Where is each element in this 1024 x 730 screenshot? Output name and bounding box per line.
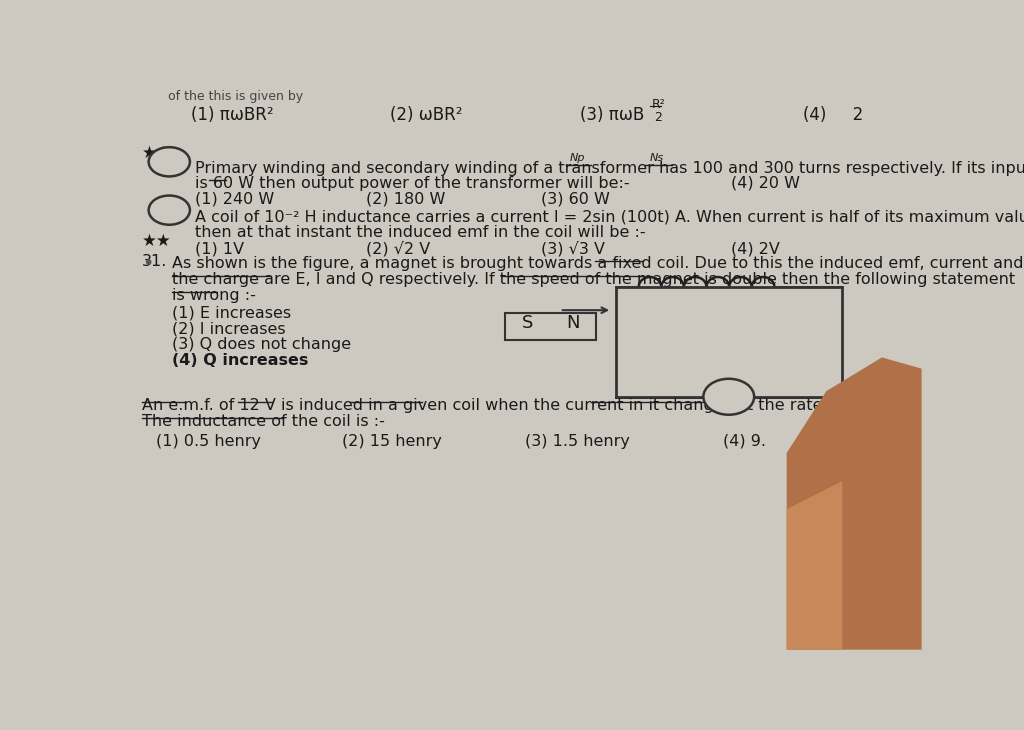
Text: N: N [566, 314, 581, 332]
Text: S: S [522, 314, 534, 332]
Text: Np: Np [569, 153, 585, 164]
Text: 29: 29 [160, 153, 179, 166]
Text: (3) Q does not change: (3) Q does not change [172, 337, 351, 352]
Text: 2: 2 [654, 111, 663, 124]
Text: 30: 30 [160, 201, 179, 215]
Text: (3) 1.5 henry: (3) 1.5 henry [524, 434, 630, 449]
Text: of the this is given by: of the this is given by [168, 91, 303, 104]
Text: (3) 60 W: (3) 60 W [541, 191, 609, 206]
Text: A coil of 10⁻² H inductance carries a current I = 2sin (100t) A. When current is: A coil of 10⁻² H inductance carries a cu… [196, 209, 1024, 224]
Text: (1) 240 W: (1) 240 W [196, 191, 274, 206]
Circle shape [148, 147, 189, 177]
Text: (2) I increases: (2) I increases [172, 321, 286, 337]
Circle shape [148, 196, 189, 225]
Bar [616, 287, 842, 397]
Text: (4)     2: (4) 2 [803, 106, 863, 123]
Text: An e.m.f. of 12 V is induced in a given coil when the current in it changes at t: An e.m.f. of 12 V is induced in a given … [142, 398, 884, 413]
Text: the charge are E, I and Q respectively. If the speed of the magnet is double the: the charge are E, I and Q respectively. … [172, 272, 1015, 287]
Text: (2) 180 W: (2) 180 W [367, 191, 445, 206]
Text: is 60 W then output power of the transformer will be:-: is 60 W then output power of the transfo… [196, 176, 630, 191]
Text: (3) πωB: (3) πωB [581, 106, 644, 123]
Bar [505, 313, 596, 340]
Text: (3) √3 V: (3) √3 V [541, 241, 604, 256]
Text: •: • [142, 254, 154, 273]
Text: (4) 2V: (4) 2V [731, 241, 780, 256]
Text: Ns: Ns [650, 153, 665, 164]
Text: ★★: ★★ [142, 231, 172, 250]
Text: As shown is the figure, a magnet is brought towards a fixed coil. Due to this th: As shown is the figure, a magnet is brou… [172, 256, 1023, 272]
Text: (2) √2 V: (2) √2 V [367, 241, 430, 256]
Text: (4) Q increases: (4) Q increases [172, 353, 308, 368]
Text: The inductance of the coil is :-: The inductance of the coil is :- [142, 414, 385, 429]
Text: 31.: 31. [142, 254, 168, 269]
Text: (4) 20 W: (4) 20 W [731, 176, 800, 191]
Polygon shape [786, 481, 842, 650]
Text: (4) 9.: (4) 9. [723, 434, 766, 449]
Text: R²: R² [652, 99, 666, 111]
Text: (2) ωBR²: (2) ωBR² [390, 106, 463, 123]
Text: then at that instant the induced emf in the coil will be :-: then at that instant the induced emf in … [196, 225, 646, 239]
Text: G: G [723, 388, 734, 402]
Circle shape [703, 379, 754, 415]
Text: is wrong :-: is wrong :- [172, 288, 256, 303]
Text: (1) 0.5 henry: (1) 0.5 henry [156, 434, 261, 449]
Text: (2) 15 henry: (2) 15 henry [342, 434, 442, 449]
Text: ★★: ★★ [142, 144, 172, 162]
Polygon shape [786, 358, 922, 650]
Text: (1) πωBR²: (1) πωBR² [191, 106, 274, 123]
Text: Primary winding and secondary winding of a transformer has 100 and 300 turns res: Primary winding and secondary winding of… [196, 161, 1024, 176]
Text: (1) 1V: (1) 1V [196, 241, 245, 256]
Text: (1) E increases: (1) E increases [172, 306, 291, 320]
